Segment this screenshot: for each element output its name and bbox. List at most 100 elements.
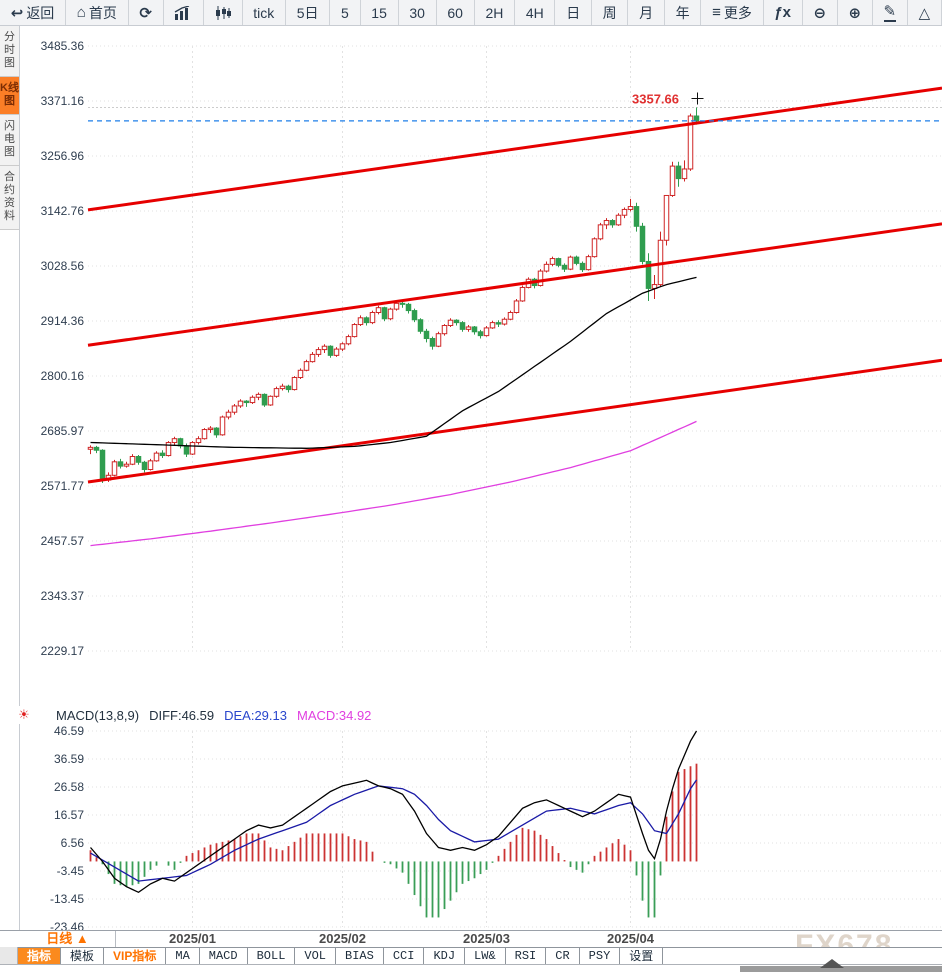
draw-button[interactable]: ✎ — [873, 0, 908, 25]
fx-icon: ƒx — [774, 4, 791, 21]
toolbar-label: 15 — [371, 4, 387, 21]
macd-value-label: MACD(13,8,9) — [56, 707, 140, 723]
expand-panel-arrow-icon[interactable] — [820, 959, 844, 968]
svg-text:-3.45: -3.45 — [57, 864, 85, 878]
svg-text:3256.96: 3256.96 — [41, 149, 85, 163]
toolbar-label: 日 — [566, 4, 581, 21]
toolbar-stub — [0, 947, 18, 964]
zoom-in-icon: ⊕ — [848, 4, 862, 22]
tab-vol[interactable]: VOL — [295, 947, 337, 964]
zoom-out-button[interactable]: ⊖ — [803, 0, 838, 25]
tab-macd[interactable]: MACD — [199, 947, 248, 964]
tab-cr[interactable]: CR — [546, 947, 580, 964]
interval-tick[interactable]: tick — [243, 0, 287, 25]
bottom-scrollbar[interactable] — [0, 959, 942, 972]
tab-ma[interactable]: MA — [166, 947, 200, 964]
svg-text:3028.56: 3028.56 — [41, 259, 85, 273]
svg-text:2229.17: 2229.17 — [41, 644, 85, 658]
main-chart-canvas[interactable]: 3485.36 3371.16 3256.96 3142.76 3028.56 2914.… — [20, 26, 942, 706]
tab-settings[interactable]: 设置 — [620, 947, 664, 964]
bar-chart-mode-button[interactable] — [164, 0, 205, 25]
date-label: 2025/01 — [169, 931, 216, 946]
interval-year[interactable]: 年 — [665, 0, 702, 25]
left-sidebar: 分时图 K线图 闪电图 合约资料 — [0, 26, 20, 930]
date-label: 2025/03 — [463, 931, 510, 946]
tab-kdj[interactable]: KDJ — [424, 947, 466, 964]
interval-5d[interactable]: 5日 — [286, 0, 331, 25]
date-axis: 日线 ▲ 2025/01 2025/02 2025/03 2025/04 — [0, 930, 942, 948]
tab-contract-info[interactable]: 合约资料 — [0, 166, 19, 230]
date-label: 2025/02 — [319, 931, 366, 946]
chart-bars-icon — [174, 5, 192, 20]
interval-day[interactable]: 日 — [555, 0, 592, 25]
macd-chart-canvas[interactable]: 46.59 36.59 26.58 16.57 6.56 -3.45 -13.45 -23.4… — [20, 724, 942, 930]
interval-60m[interactable]: 60 — [437, 0, 475, 25]
home-icon: ⌂ — [76, 4, 86, 21]
svg-text:3357.66: 3357.66 — [632, 92, 679, 107]
toolbar-label: 5日 — [296, 4, 319, 21]
interval-2h[interactable]: 2H — [475, 0, 516, 25]
tab-rsi[interactable]: RSI — [505, 947, 547, 964]
tab-kline-chart[interactable]: K线图 — [0, 77, 19, 115]
refresh-icon: ⟳ — [139, 4, 152, 22]
top-toolbar: ↩ 返回 ⌂ 首页 ⟳ tick 5日 5 15 30 60 2H 4H 日周月年 ≡ 更多 ƒx ⊖ ⊕ ✎ △ — [0, 0, 942, 26]
tab-template[interactable]: 模板 — [61, 947, 105, 964]
interval-week[interactable]: 周 — [592, 0, 629, 25]
zoom-in-button[interactable]: ⊕ — [838, 0, 873, 25]
pencil-icon: ✎ — [883, 2, 897, 22]
triangle-icon: △ — [918, 4, 931, 22]
macd-value-label: DEA:29.13 — [224, 707, 287, 723]
svg-text:2457.57: 2457.57 — [41, 534, 85, 548]
toolbar-label: 周 — [602, 4, 617, 21]
interval-5m[interactable]: 5 — [330, 0, 361, 25]
toolbar-label: 更多 — [723, 4, 752, 21]
svg-text:16.57: 16.57 — [54, 808, 84, 822]
candlestick-mode-button[interactable] — [204, 0, 243, 25]
svg-text:-13.45: -13.45 — [50, 892, 84, 906]
macd-values: MACD(13,8,9) DIFF:46.59 DEA:29.13 MACD:34.9… — [56, 708, 381, 723]
tab-lw[interactable]: LW& — [465, 947, 506, 964]
svg-text:6.56: 6.56 — [61, 836, 85, 850]
toolbar-label: 2H — [485, 4, 504, 21]
toolbar-label: 返回 — [26, 4, 55, 21]
home-button[interactable]: ⌂ 首页 — [66, 0, 129, 25]
scrollbar-thumb[interactable] — [740, 966, 942, 972]
macd-header: ☀ MACD(13,8,9) DIFF:46.59 DEA:29.13 MACD:34… — [0, 706, 942, 724]
tab-time-chart[interactable]: 分时图 — [0, 26, 19, 77]
macd-value-label: DIFF:46.59 — [149, 707, 215, 723]
svg-text:2800.16: 2800.16 — [41, 369, 85, 383]
macd-value-label: MACD:34.92 — [296, 707, 372, 723]
back-button[interactable]: ↩ 返回 — [0, 0, 67, 25]
svg-text:3371.16: 3371.16 — [41, 94, 85, 108]
svg-text:3485.36: 3485.36 — [41, 39, 85, 53]
svg-text:-23.46: -23.46 — [50, 920, 84, 930]
refresh-button[interactable]: ⟳ — [129, 0, 164, 25]
indicator-settings-icon[interactable]: ☀ — [18, 707, 30, 722]
indicator-fx-button[interactable]: ƒx — [764, 0, 803, 25]
period-selector[interactable]: 日线 ▲ — [20, 931, 116, 948]
shapes-button[interactable]: △ — [908, 0, 942, 25]
indicator-toolbar: 指标 模板 VIP指标 MA MACD BOLL VOL BIAS CCI KDJ LW& RSI CR… — [0, 947, 942, 965]
interval-30m[interactable]: 30 — [399, 0, 437, 25]
svg-text:2685.97: 2685.97 — [41, 424, 85, 438]
tab-bias[interactable]: BIAS — [336, 947, 384, 964]
zoom-out-icon: ⊖ — [813, 4, 827, 22]
toolbar-label: 年 — [675, 4, 690, 21]
interval-4h[interactable]: 4H — [515, 0, 556, 25]
tab-lightning-chart[interactable]: 闪电图 — [0, 115, 19, 166]
tab-indicator[interactable]: 指标 — [18, 947, 62, 964]
more-button[interactable]: ≡ 更多 — [701, 0, 764, 25]
tab-psy[interactable]: PSY — [579, 947, 621, 964]
svg-text:26.58: 26.58 — [54, 780, 84, 794]
tab-cci[interactable]: CCI — [383, 947, 425, 964]
toolbar-label: 60 — [447, 4, 463, 21]
toolbar-filler — [663, 947, 942, 964]
tab-boll[interactable]: BOLL — [247, 947, 296, 964]
svg-text:2343.37: 2343.37 — [41, 589, 85, 603]
toolbar-label: 首页 — [88, 4, 117, 21]
svg-text:3142.76: 3142.76 — [41, 204, 85, 218]
interval-15m[interactable]: 15 — [361, 0, 399, 25]
tab-vip-indicator[interactable]: VIP指标 — [104, 947, 167, 964]
interval-month[interactable]: 月 — [628, 0, 665, 25]
